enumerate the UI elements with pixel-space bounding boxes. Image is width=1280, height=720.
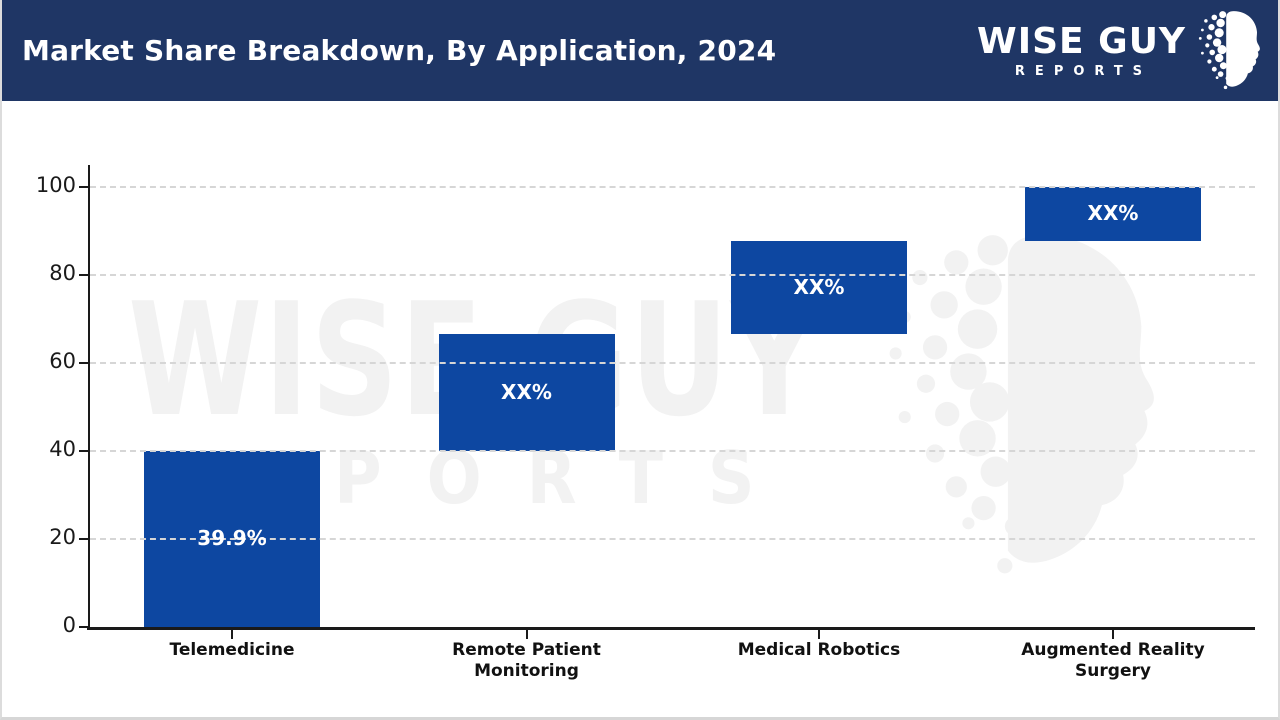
x-axis-tick — [1112, 630, 1114, 639]
watermark-head-icon — [889, 235, 1154, 574]
bar-value-label: XX% — [1087, 201, 1139, 226]
brand-name: WISE GUY — [976, 20, 1186, 62]
brand-text: WISE GUY REPORTS — [976, 20, 1186, 79]
gridline — [90, 450, 1255, 452]
y-axis-tick-label: 80 — [49, 261, 76, 285]
y-axis-tick — [79, 186, 88, 188]
gridline — [90, 186, 1255, 188]
y-axis-tick — [79, 274, 88, 276]
y-axis-tick-label: 20 — [49, 525, 76, 549]
x-axis-category-label: Remote Patient Monitoring — [452, 640, 601, 681]
bar-segment — [1025, 187, 1201, 242]
y-axis-line — [88, 165, 90, 630]
bar-value-label: XX% — [501, 379, 552, 404]
brand-subname: REPORTS — [1014, 63, 1153, 79]
bar-value-label: 39.9% — [197, 526, 267, 551]
brand-logo: WISE GUY REPORTS — [977, 9, 1268, 93]
bar-segment — [438, 334, 615, 452]
header-banner: Market Share Breakdown, By Application, … — [2, 0, 1278, 101]
bar-segment — [731, 241, 907, 335]
y-axis-tick-label: 0 — [62, 613, 76, 637]
gridline — [90, 362, 1255, 364]
bar-value-label: XX% — [793, 274, 845, 299]
y-axis-tick-label: 100 — [35, 173, 76, 197]
y-axis-tick — [79, 626, 88, 628]
gridline — [90, 538, 1255, 540]
x-axis-tick — [231, 630, 233, 639]
page-title: Market Share Breakdown, By Application, … — [22, 34, 777, 67]
y-axis-tick — [79, 450, 88, 452]
x-axis-line — [87, 627, 1255, 630]
x-axis-category-label: Medical Robotics — [737, 640, 901, 660]
y-axis-tick-label: 60 — [49, 349, 76, 373]
gridline — [90, 274, 1255, 276]
x-axis-category-label: Augmented Reality Surgery — [1021, 640, 1205, 681]
x-axis-category-label: Telemedicine — [169, 640, 295, 660]
y-axis-tick — [79, 362, 88, 364]
brand-head-icon — [1198, 10, 1260, 89]
y-axis-tick — [79, 538, 88, 540]
y-axis-tick-label: 40 — [49, 437, 76, 461]
x-axis-tick — [525, 630, 528, 639]
x-axis-tick — [818, 630, 820, 639]
